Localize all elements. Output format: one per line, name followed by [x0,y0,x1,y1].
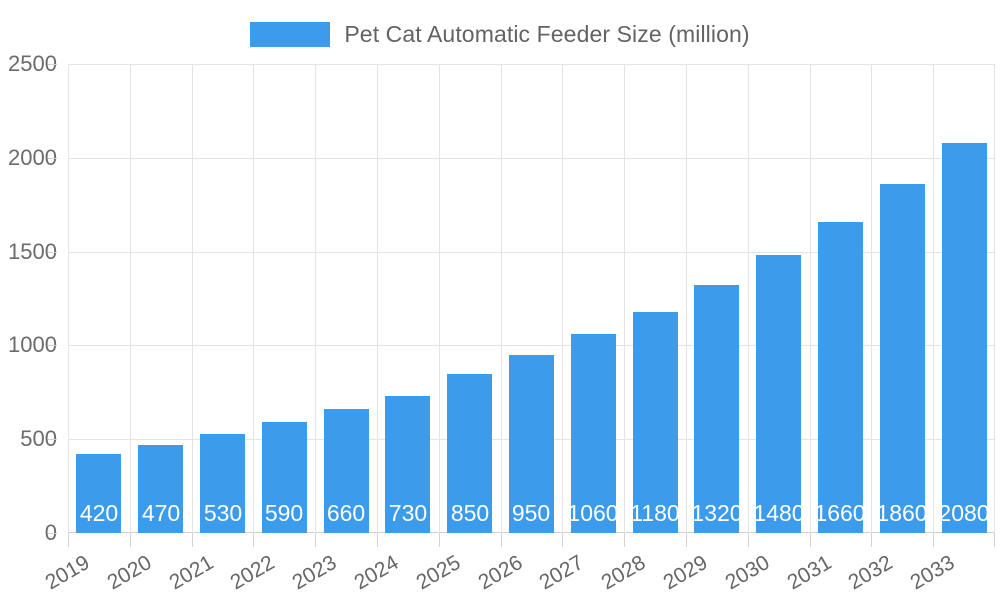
x-axis-tick [624,533,625,547]
gridline-horizontal [68,345,995,346]
plot-area: 420 470 530 590 660 730 850 950 1060 1180 1320 1480… [68,64,995,533]
bar[interactable] [324,409,369,533]
x-axis-tick [253,533,254,547]
gridline-vertical [501,64,502,533]
x-axis-tick-label: 2023 [288,551,341,595]
gridline-vertical [810,64,811,533]
gridline-vertical [686,64,687,533]
x-axis-tick [501,533,502,547]
x-axis-tick-label: 2033 [906,551,959,595]
x-axis-tick [377,533,378,547]
x-axis-tick [130,533,131,547]
x-axis-tick [68,533,69,547]
gridline-vertical [130,64,131,533]
bar[interactable] [447,374,492,533]
y-axis-tick [48,439,57,440]
x-axis-tick [994,533,995,547]
x-axis-tick [439,533,440,547]
x-axis-tick-label: 2028 [597,551,650,595]
x-axis-tick [686,533,687,547]
y-axis-tick-label: 0 [44,520,57,545]
gridline-vertical [253,64,254,533]
x-axis-tick [748,533,749,547]
x-axis-tick-label: 2027 [535,551,588,595]
x-axis-tick-label: 2021 [165,551,218,595]
x-axis-tick-label: 2031 [783,551,836,595]
x-axis-tick-label: 2022 [226,551,279,595]
bar[interactable] [942,143,987,533]
gridline-vertical [315,64,316,533]
y-axis-tick [48,158,57,159]
x-axis-tick-label: 2024 [350,551,403,595]
y-axis-tick-label: 1500 [8,239,57,264]
y-axis-tick-label: 1000 [8,332,57,357]
gridline-vertical [562,64,563,533]
x-axis: 2019 2020 2021 2022 2023 2024 2025 2026 2027 2028… [42,533,995,600]
x-axis-tick-label: 2020 [103,551,156,595]
chart-legend: Pet Cat Automatic Feeder Size (million) [0,14,1000,54]
bar[interactable] [385,396,430,533]
x-axis-tick-label: 2030 [721,551,774,595]
gridline-vertical [933,64,934,533]
bar[interactable] [633,312,678,533]
gridline-vertical [748,64,749,533]
x-axis-tick-label: 2029 [659,551,712,595]
x-axis-tick [810,533,811,547]
x-axis-tick-label: 2025 [412,551,465,595]
x-axis-tick [192,533,193,547]
gridline-horizontal [68,64,995,65]
x-axis-tick-label: 2026 [474,551,527,595]
bar[interactable] [571,334,616,533]
x-axis-tick-label: 2019 [41,551,94,595]
y-axis-tick-label: 500 [20,426,57,451]
y-axis-tick [48,252,57,253]
gridline-vertical [624,64,625,533]
gridline-vertical [871,64,872,533]
gridline-vertical [994,64,995,533]
x-axis-tick [562,533,563,547]
gridline-vertical [68,64,69,533]
y-axis-tick [48,64,57,65]
y-axis-tick-label: 2000 [8,145,57,170]
bar[interactable] [756,255,801,533]
y-axis-tick [48,533,57,534]
bar[interactable] [76,454,121,533]
y-axis: 0 500 1000 1500 2000 2500 [0,51,57,545]
x-axis-tick-label: 2032 [844,551,897,595]
bar[interactable] [694,285,739,533]
bar[interactable] [138,445,183,533]
bar[interactable] [262,422,307,533]
bar[interactable] [509,355,554,533]
y-axis-tick-label: 2500 [8,51,57,76]
x-axis-tick [933,533,934,547]
bar[interactable] [880,184,925,533]
gridline-vertical [377,64,378,533]
bar[interactable] [200,434,245,533]
x-axis-tick [315,533,316,547]
gridline-horizontal [68,252,995,253]
bar[interactable] [818,222,863,533]
y-axis-tick [48,345,57,346]
gridline-vertical [192,64,193,533]
gridline-horizontal [68,158,995,159]
gridline-vertical [439,64,440,533]
x-axis-tick [871,533,872,547]
legend-label: Pet Cat Automatic Feeder Size (million) [344,20,750,47]
legend-swatch-icon [250,21,331,47]
